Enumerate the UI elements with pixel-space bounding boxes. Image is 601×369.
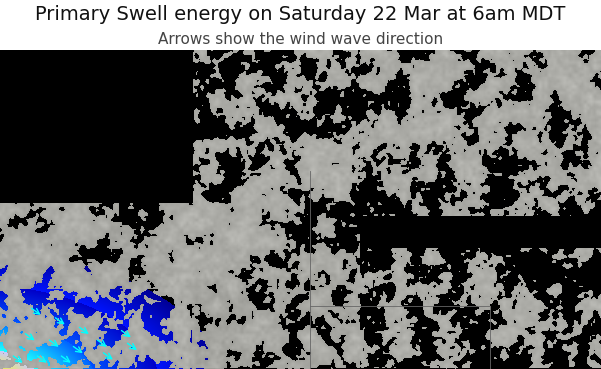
Text: Arrows show the wind wave direction: Arrows show the wind wave direction — [158, 31, 443, 46]
Text: Primary Swell energy on Saturday 22 Mar at 6am MDT: Primary Swell energy on Saturday 22 Mar … — [35, 4, 566, 24]
